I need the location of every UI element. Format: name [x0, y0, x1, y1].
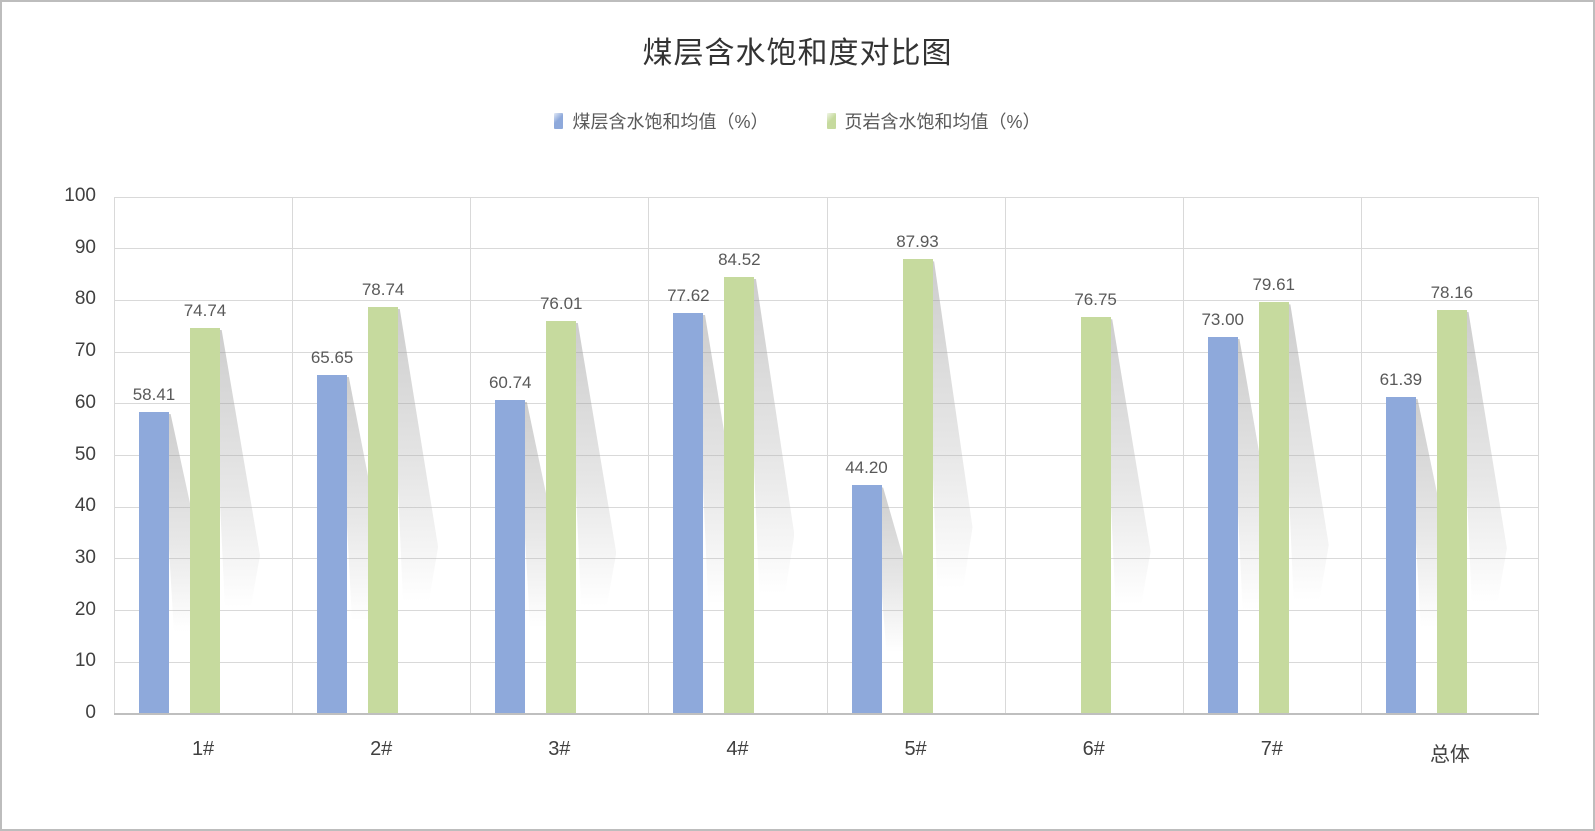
plot-area: 0 10 20 30 40 50 60 70 80 90 100 1# 2# 3# 4# 5# 6# 7# 总体 58… [64, 185, 1539, 766]
data-label: 58.41 [132, 385, 176, 405]
gridline-v [1538, 197, 1539, 714]
bar [851, 485, 882, 714]
gridline-v [826, 197, 828, 714]
data-label: 76.01 [539, 294, 583, 314]
bar [724, 277, 755, 714]
data-label: 87.93 [896, 232, 939, 252]
x-category-label: 4# [726, 738, 749, 760]
x-category-label: 2# [370, 738, 393, 760]
data-label: 61.39 [1379, 369, 1423, 389]
gridline-v [1004, 197, 1006, 714]
x-category-label: 6# [1082, 738, 1105, 760]
bar [368, 306, 399, 714]
bar [495, 399, 526, 714]
legend-marker-coal [554, 113, 564, 129]
data-label: 79.61 [1252, 275, 1296, 295]
data-label: 84.52 [718, 250, 761, 270]
data-label: 73.00 [1201, 309, 1245, 329]
y-tick-label: 20 [74, 598, 96, 620]
data-label: 60.74 [488, 372, 532, 392]
gridline-v [470, 197, 472, 714]
bar [1436, 309, 1467, 714]
gridline-v [1360, 197, 1362, 714]
y-tick-label: 10 [74, 650, 96, 672]
x-category-label: 5# [904, 738, 927, 760]
x-category-label: 3# [548, 738, 571, 760]
bar [1080, 317, 1111, 714]
bar [902, 259, 933, 714]
gridline-v [1182, 197, 1184, 714]
data-label: 44.20 [845, 458, 888, 478]
data-label: 78.74 [361, 279, 405, 299]
legend-label-coal: 煤层含水饱和均值（%） [572, 112, 769, 132]
data-label: 76.75 [1074, 290, 1117, 310]
bar [1258, 302, 1289, 714]
legend-item-coal: 煤层含水饱和均值（%） [554, 108, 769, 134]
bar [673, 312, 704, 714]
y-tick-label: 40 [74, 495, 96, 517]
legend-marker-shale [826, 113, 836, 129]
bar [546, 321, 577, 714]
data-label: 77.62 [667, 285, 710, 305]
bar [1385, 396, 1416, 714]
x-category-label: 1# [191, 738, 215, 760]
y-tick-label: 80 [74, 288, 96, 310]
bar [1207, 336, 1238, 714]
y-tick-label: 50 [74, 443, 96, 465]
data-label: 65.65 [310, 347, 354, 367]
bar [190, 327, 220, 714]
y-tick-label: 90 [74, 236, 96, 258]
y-tick-label: 70 [74, 340, 96, 362]
legend-item-shale: 页岩含水饱和均值（%） [826, 108, 1041, 134]
gridline-v [292, 197, 294, 714]
x-axis-line [114, 713, 1539, 715]
chart-title: 煤层含水饱和度对比图 [642, 37, 953, 70]
legend-label-shale: 页岩含水饱和均值（%） [844, 112, 1041, 132]
bar [139, 412, 169, 714]
y-tick-label: 60 [74, 391, 96, 413]
gridline-v [648, 197, 650, 714]
data-label: 74.74 [183, 300, 227, 320]
y-tick-label: 30 [74, 546, 96, 568]
y-tick-label: 0 [85, 702, 96, 723]
x-category-label: 7# [1260, 738, 1283, 760]
x-category-label: 总体 [1429, 744, 1470, 766]
legend: 煤层含水饱和均值（%） 页岩含水饱和均值（%） [2, 108, 1593, 134]
y-tick-label: 100 [64, 185, 96, 206]
bar [317, 374, 348, 714]
data-label: 78.16 [1430, 282, 1474, 302]
gridline-v [114, 197, 115, 714]
